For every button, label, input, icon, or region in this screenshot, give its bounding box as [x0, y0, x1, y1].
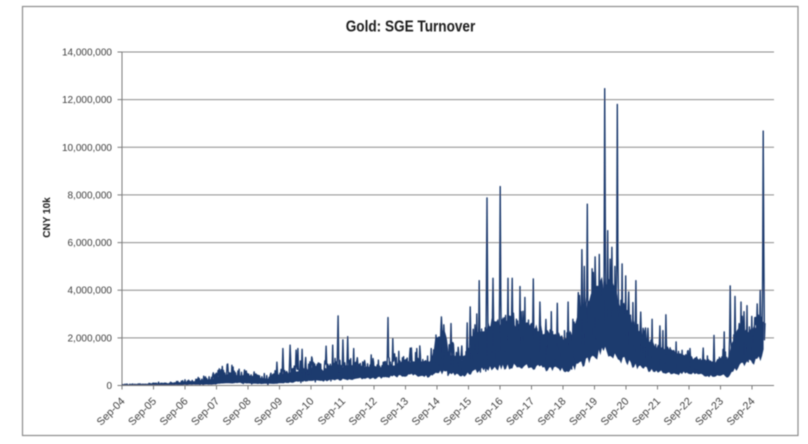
svg-text:Sep-05: Sep-05 — [126, 395, 159, 428]
svg-text:Sep-22: Sep-22 — [662, 395, 695, 428]
svg-text:Sep-21: Sep-21 — [630, 395, 663, 428]
svg-text:4,000,000: 4,000,000 — [68, 286, 113, 297]
svg-text:Sep-15: Sep-15 — [441, 395, 474, 428]
svg-text:Sep-04: Sep-04 — [95, 395, 128, 428]
svg-text:Sep-06: Sep-06 — [158, 395, 191, 428]
svg-text:Sep-20: Sep-20 — [599, 395, 632, 428]
svg-text:Sep-13: Sep-13 — [378, 395, 411, 428]
svg-text:Sep-12: Sep-12 — [347, 395, 380, 428]
svg-text:Sep-16: Sep-16 — [473, 395, 506, 428]
svg-text:10,000,000: 10,000,000 — [62, 143, 112, 154]
svg-text:14,000,000: 14,000,000 — [62, 48, 112, 59]
svg-text:Gold: SGE Turnover: Gold: SGE Turnover — [346, 19, 476, 36]
svg-text:12,000,000: 12,000,000 — [62, 95, 112, 106]
svg-text:Sep-18: Sep-18 — [536, 395, 569, 428]
svg-text:Sep-23: Sep-23 — [693, 395, 726, 428]
svg-text:CNY 10k: CNY 10k — [42, 197, 53, 238]
svg-text:6,000,000: 6,000,000 — [68, 238, 113, 249]
svg-text:0: 0 — [106, 381, 112, 392]
svg-text:Sep-14: Sep-14 — [410, 395, 443, 428]
svg-text:2,000,000: 2,000,000 — [68, 333, 113, 344]
svg-text:Sep-09: Sep-09 — [252, 395, 285, 428]
svg-text:Sep-11: Sep-11 — [316, 395, 348, 427]
svg-text:Sep-07: Sep-07 — [189, 395, 222, 428]
svg-text:8,000,000: 8,000,000 — [68, 190, 113, 201]
svg-text:Sep-10: Sep-10 — [284, 395, 317, 428]
svg-text:Sep-08: Sep-08 — [221, 395, 254, 428]
svg-text:Sep-19: Sep-19 — [567, 395, 600, 428]
svg-text:Sep-24: Sep-24 — [725, 395, 758, 428]
svg-text:Sep-17: Sep-17 — [504, 395, 537, 428]
